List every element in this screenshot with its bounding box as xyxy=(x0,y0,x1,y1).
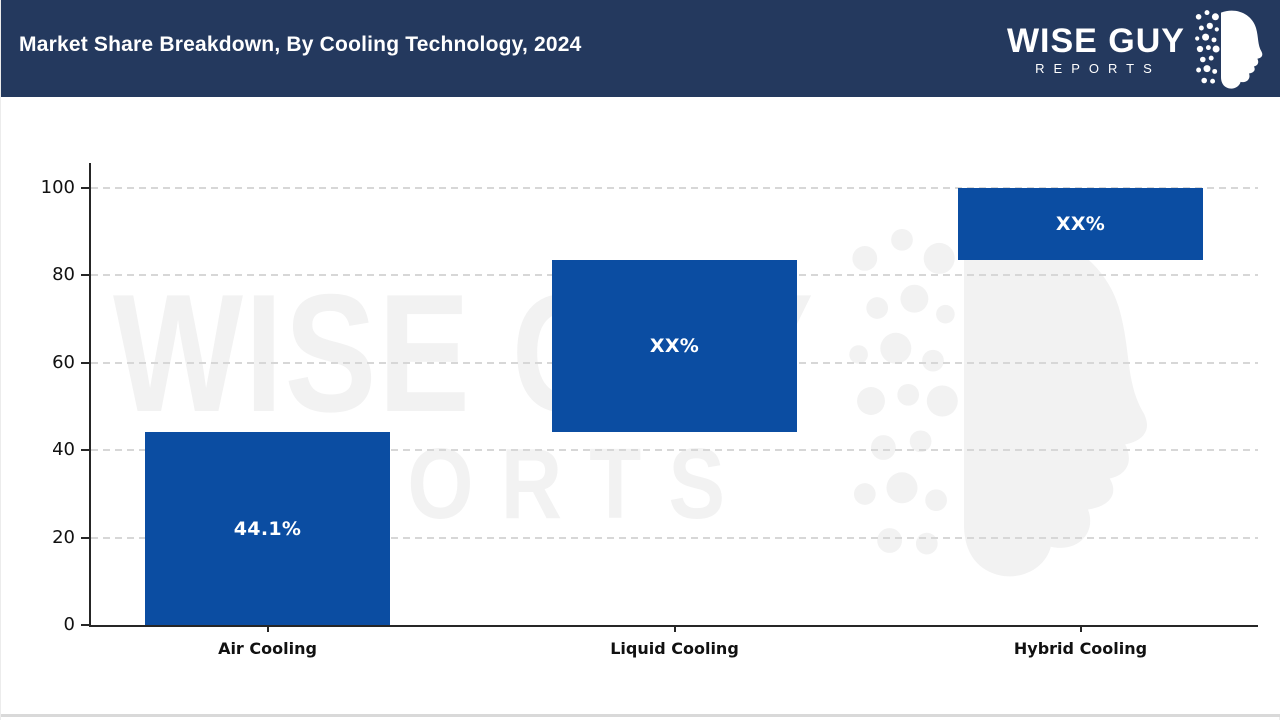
brand-name: WISE GUY xyxy=(1006,21,1185,60)
x-category-label: Hybrid Cooling xyxy=(1013,639,1148,658)
y-tick-label: 60 xyxy=(52,351,75,373)
bar-hybrid-cooling: XX% xyxy=(958,187,1203,261)
y-tick-mark xyxy=(81,449,89,451)
header-bar: Market Share Breakdown, By Cooling Techn… xyxy=(1,0,1280,97)
y-tick-label: 0 xyxy=(63,614,75,635)
x-category-label: Liquid Cooling xyxy=(610,639,739,658)
y-tick-label: 40 xyxy=(52,439,75,460)
bar-value-label: XX% xyxy=(1055,212,1106,235)
y-tick-mark xyxy=(81,361,89,364)
brand-logo-text: WISE GUY REPORTS xyxy=(1007,23,1185,76)
chart-area: WISE GUY REPORTS 0 20 40 60 80 100 44.1% Air Co… xyxy=(1,97,1280,716)
page-title: Market Share Breakdown, By Cooling Techn… xyxy=(19,33,582,56)
plot-area: 0 20 40 60 80 100 44.1% Air Cooling XX% Liquid Co… xyxy=(41,163,1258,658)
bar-value-label: XX% xyxy=(649,335,700,358)
y-tick-mark xyxy=(81,624,89,626)
x-tick-mark xyxy=(673,625,676,632)
grid-line xyxy=(91,536,1258,539)
bar-liquid-cooling: XX% xyxy=(552,260,797,433)
y-tick-label: 80 xyxy=(52,264,75,285)
bar-value-label: 44.1% xyxy=(233,517,302,540)
bar-air-cooling: 44.1% xyxy=(145,432,390,625)
brand-logo: WISE GUY REPORTS xyxy=(1007,6,1267,92)
x-tick-mark xyxy=(266,625,269,632)
y-tick-mark xyxy=(81,186,89,189)
x-category-label: Air Cooling xyxy=(218,639,317,658)
y-tick-label: 20 xyxy=(52,526,75,548)
grid-line xyxy=(91,186,1258,189)
y-tick-mark xyxy=(81,536,89,539)
x-tick-mark xyxy=(1079,625,1082,632)
grid-line xyxy=(91,449,1258,451)
y-tick-mark xyxy=(81,274,89,276)
y-tick-label: 100 xyxy=(40,176,75,198)
footer-divider xyxy=(1,714,1280,717)
brand-subtitle: REPORTS xyxy=(1035,60,1161,76)
dotted-head-icon xyxy=(1195,10,1263,89)
